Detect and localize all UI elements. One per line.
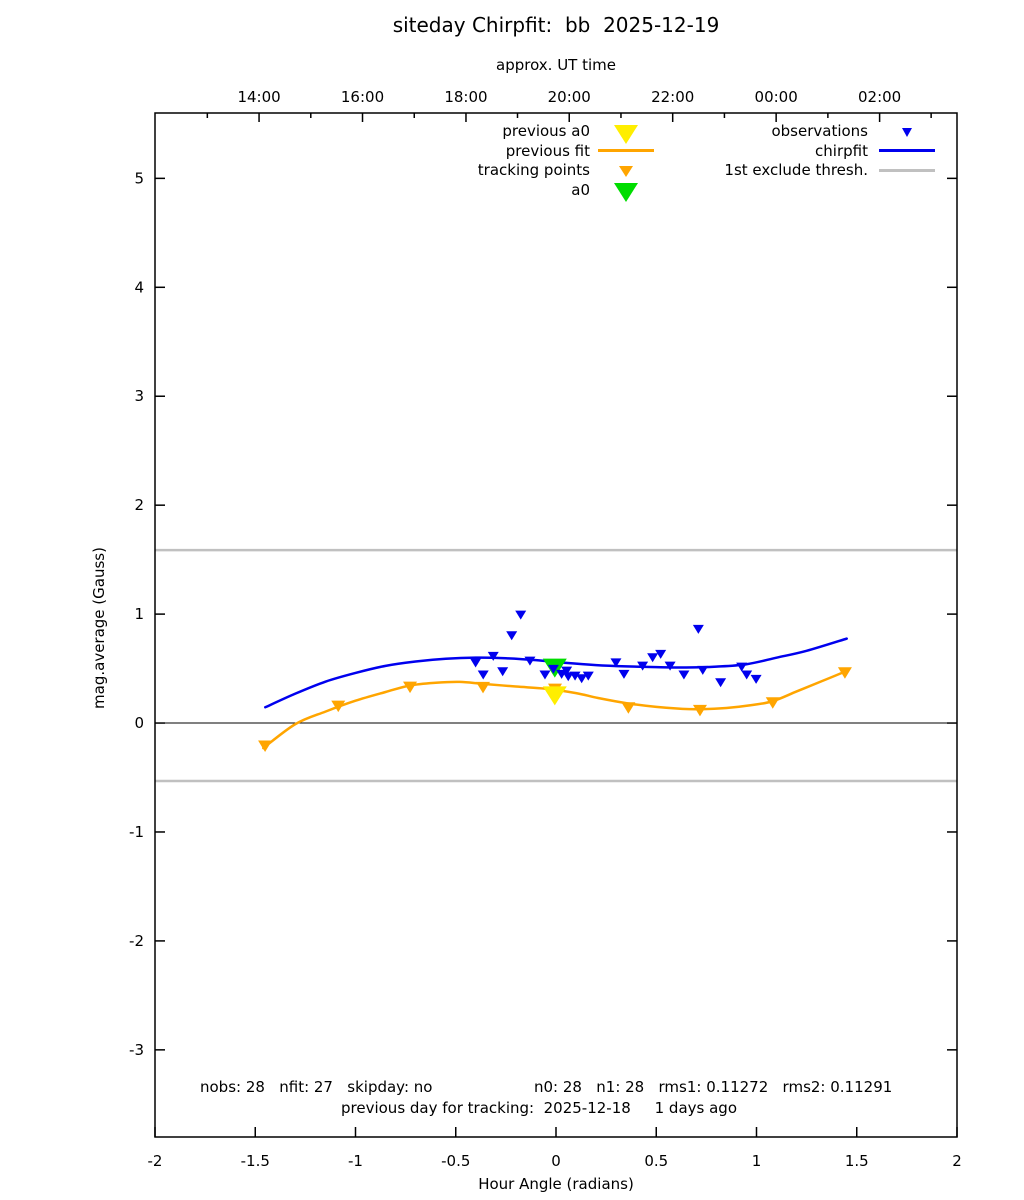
svg-text:0: 0 — [551, 1152, 561, 1170]
svg-text:3: 3 — [134, 387, 144, 405]
svg-text:-2: -2 — [129, 932, 144, 950]
a0-triangle-icon — [614, 183, 638, 203]
top-axis-title: approx. UT time — [496, 56, 616, 74]
chirpfit-line-icon — [879, 149, 935, 153]
svg-text:4: 4 — [134, 278, 144, 296]
svg-text:5: 5 — [134, 169, 144, 187]
stats-line1-right: n0: 28 n1: 28 rms1: 0.11272 rms2: 0.1129… — [534, 1078, 893, 1096]
svg-text:-2: -2 — [148, 1152, 163, 1170]
legend-label: previous fit — [505, 141, 590, 160]
svg-text:-1.5: -1.5 — [241, 1152, 270, 1170]
svg-text:22:00: 22:00 — [651, 88, 694, 106]
exclude-threshold-line-icon — [879, 168, 935, 172]
stats-line2: previous day for tracking: 2025-12-18 1 … — [341, 1099, 737, 1117]
svg-text:20:00: 20:00 — [548, 88, 591, 106]
legend-label: observations — [771, 122, 868, 141]
svg-text:1: 1 — [134, 605, 144, 623]
previous-fit-line-icon — [598, 149, 654, 153]
svg-text:16:00: 16:00 — [341, 88, 384, 106]
legend-label: previous a0 — [502, 122, 590, 141]
svg-text:0: 0 — [134, 714, 144, 732]
svg-text:-3: -3 — [129, 1041, 144, 1059]
svg-text:14:00: 14:00 — [237, 88, 280, 106]
x-axis-title: Hour Angle (radians) — [478, 1175, 634, 1193]
svg-text:0.5: 0.5 — [644, 1152, 668, 1170]
legend-left-column: previous a0 previous fit tracking points… — [330, 122, 662, 203]
observations-triangle-icon — [902, 127, 912, 137]
svg-text:1: 1 — [752, 1152, 762, 1170]
legend-item-chirpfit: chirpfit — [600, 141, 946, 161]
svg-text:-1: -1 — [348, 1152, 363, 1170]
tracking-points-triangle-icon — [619, 166, 633, 178]
legend-label: chirpfit — [815, 141, 868, 160]
svg-text:-1: -1 — [129, 823, 144, 841]
legend-item-previous-a0: previous a0 — [330, 122, 662, 144]
legend-item-tracking-points: tracking points — [330, 161, 662, 181]
legend-label: a0 — [571, 180, 590, 199]
svg-text:2: 2 — [134, 496, 144, 514]
legend-right-column: observations chirpfit 1st exclude thresh… — [600, 122, 946, 181]
svg-text:18:00: 18:00 — [444, 88, 487, 106]
svg-text:1.5: 1.5 — [845, 1152, 869, 1170]
svg-text:2: 2 — [952, 1152, 962, 1170]
stats-line1-left: nobs: 28 nfit: 27 skipday: no — [200, 1078, 433, 1096]
legend-label: 1st exclude thresh. — [724, 161, 868, 180]
legend-item-exclude-threshold: 1st exclude thresh. — [600, 161, 946, 181]
legend-item-previous-fit: previous fit — [330, 141, 662, 161]
legend-label: tracking points — [477, 161, 590, 180]
previous-a0-triangle-icon — [614, 124, 638, 144]
svg-text:00:00: 00:00 — [755, 88, 798, 106]
chart-title: siteday Chirpfit: bb 2025-12-19 — [392, 13, 720, 37]
legend-item-observations: observations — [600, 122, 946, 142]
svg-text:02:00: 02:00 — [858, 88, 901, 106]
legend-item-a0: a0 — [330, 180, 662, 203]
svg-text:-0.5: -0.5 — [441, 1152, 470, 1170]
